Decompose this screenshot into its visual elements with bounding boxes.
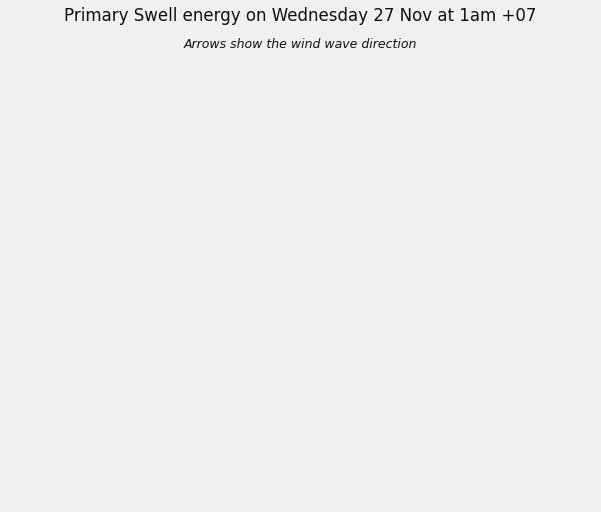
Text: Primary Swell energy on Wednesday 27 Nov at 1am +07: Primary Swell energy on Wednesday 27 Nov…: [64, 8, 537, 26]
Text: Arrows show the wind wave direction: Arrows show the wind wave direction: [184, 38, 417, 51]
